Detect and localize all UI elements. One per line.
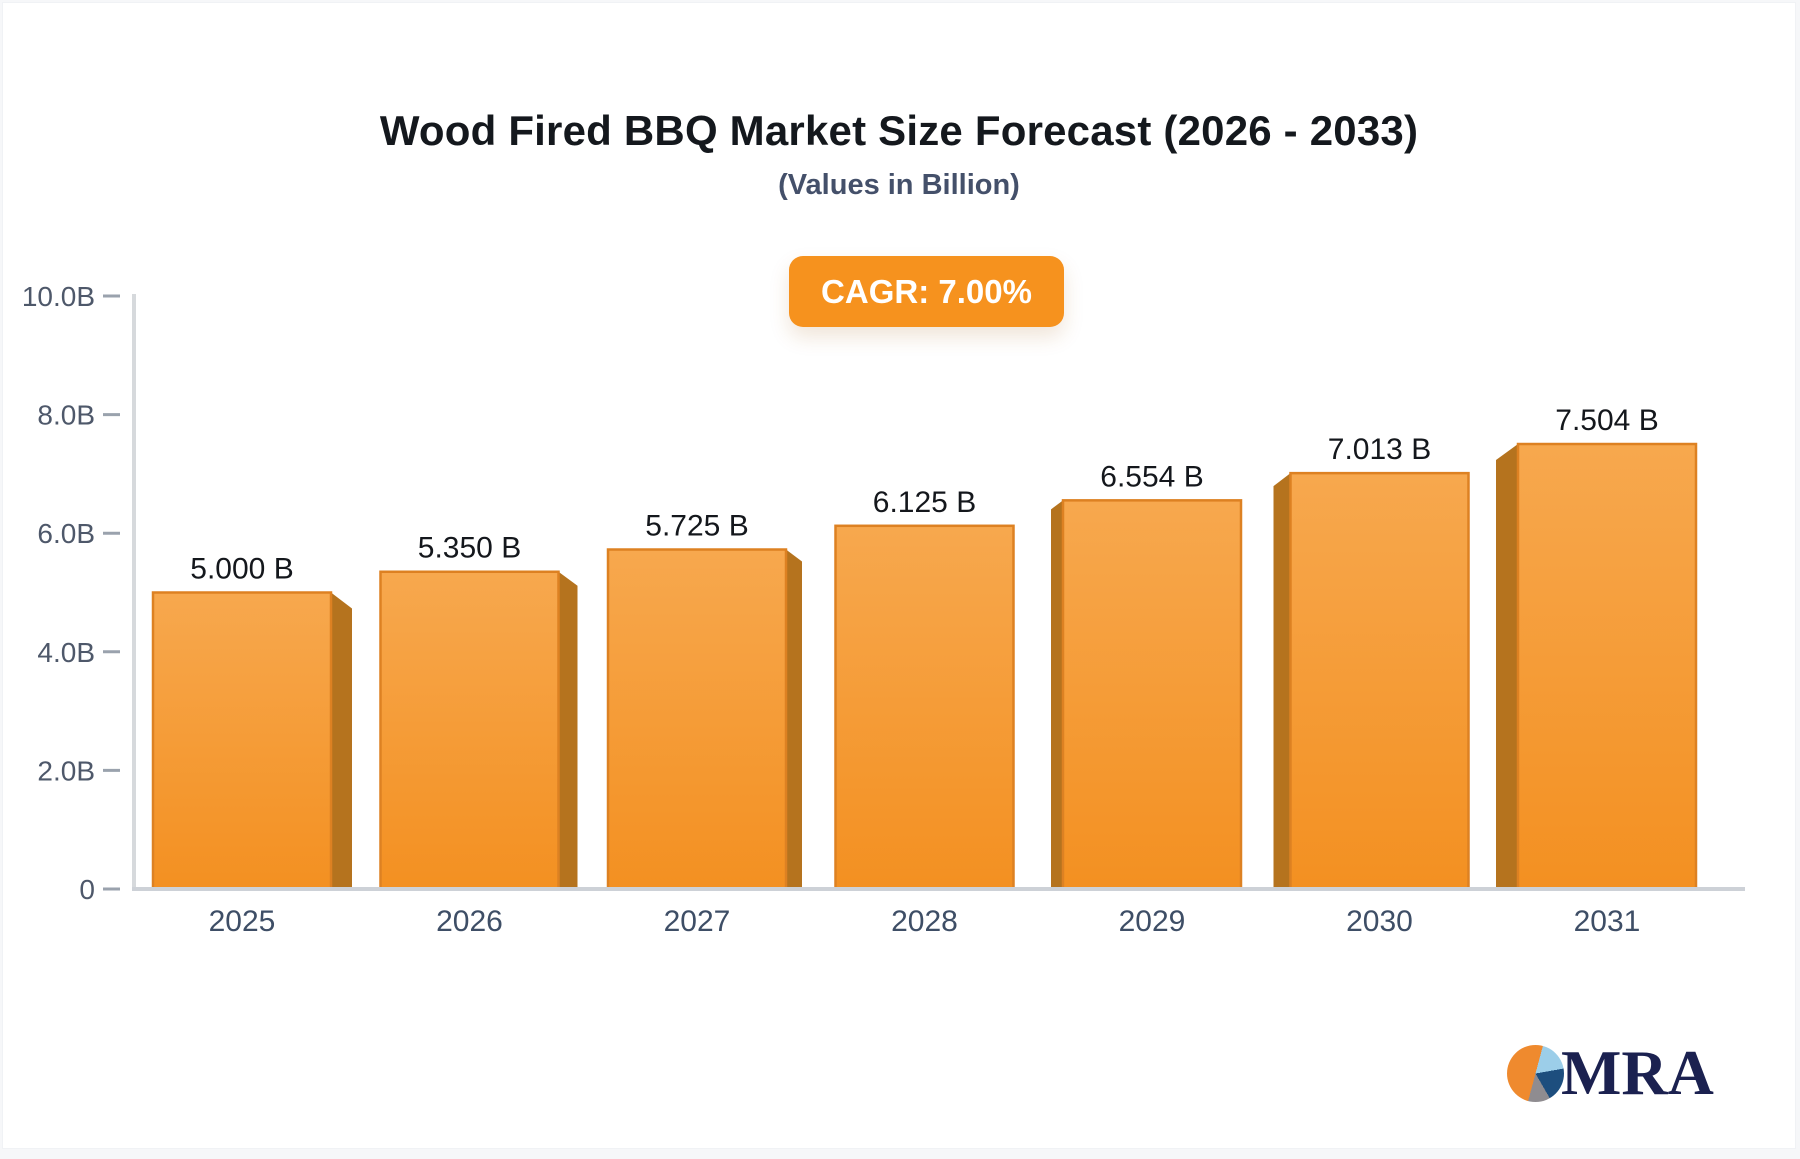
bar-value-label: 7.013 B (1328, 433, 1431, 466)
x-axis-category-label: 2026 (436, 905, 503, 938)
bar-value-label: 5.000 B (190, 553, 293, 586)
bar-3d-side (786, 549, 802, 889)
bar-3d-side (558, 571, 578, 889)
bar-value-label: 5.350 B (418, 532, 521, 565)
y-axis-tick-label: 6.0B (37, 518, 95, 549)
y-axis-tick-label: 8.0B (37, 400, 95, 431)
bar-2026 (379, 570, 560, 891)
bar-3d-side (331, 592, 352, 889)
y-axis-tick-label: 0 (79, 874, 95, 905)
bar-2031 (1516, 442, 1698, 891)
bar-value-label: 6.125 B (873, 486, 976, 519)
bar-2025 (151, 591, 333, 891)
cagr-badge: CAGR: 7.00% (789, 256, 1064, 327)
x-axis-category-label: 2029 (1119, 905, 1186, 938)
x-axis-category-label: 2030 (1346, 905, 1413, 938)
x-axis-category-label: 2025 (209, 905, 276, 938)
mra-logo-pie-icon (1507, 1044, 1564, 1102)
x-axis-category-label: 2027 (664, 905, 731, 938)
bar-2028 (834, 524, 1015, 891)
bar-2027 (606, 548, 788, 891)
bar-value-label: 7.504 B (1555, 404, 1658, 437)
bar-3d-side (1273, 473, 1291, 889)
bar-2030 (1289, 471, 1470, 891)
y-axis-tick-label: 10.0B (22, 281, 95, 312)
chart-title: Wood Fired BBQ Market Size Forecast (202… (379, 107, 1419, 154)
x-axis-line (132, 887, 1745, 891)
y-axis-tick-label: 2.0B (37, 755, 95, 786)
bar-value-label: 6.554 B (1100, 460, 1203, 493)
y-axis-tick-label: 4.0B (37, 637, 95, 668)
x-axis-category-label: 2028 (891, 905, 958, 938)
x-axis-category-label: 2031 (1574, 905, 1641, 938)
bar-3d-side (1496, 444, 1518, 889)
mra-logo-text: MRA (1561, 1037, 1714, 1108)
mra-logo: MRA (1507, 1037, 1714, 1108)
bar-chart: 0 2.0B 4.0B 6.0B 8.0B 10.0B 5.000 B 2025 5.350 B… (22, 281, 1745, 938)
bar-value-label: 5.725 B (645, 510, 748, 543)
bar-2029 (1061, 499, 1243, 891)
bar-3d-side (1051, 500, 1063, 889)
y-axis-line (132, 294, 136, 891)
chart-subtitle: (Values in Billion) (778, 169, 1020, 201)
